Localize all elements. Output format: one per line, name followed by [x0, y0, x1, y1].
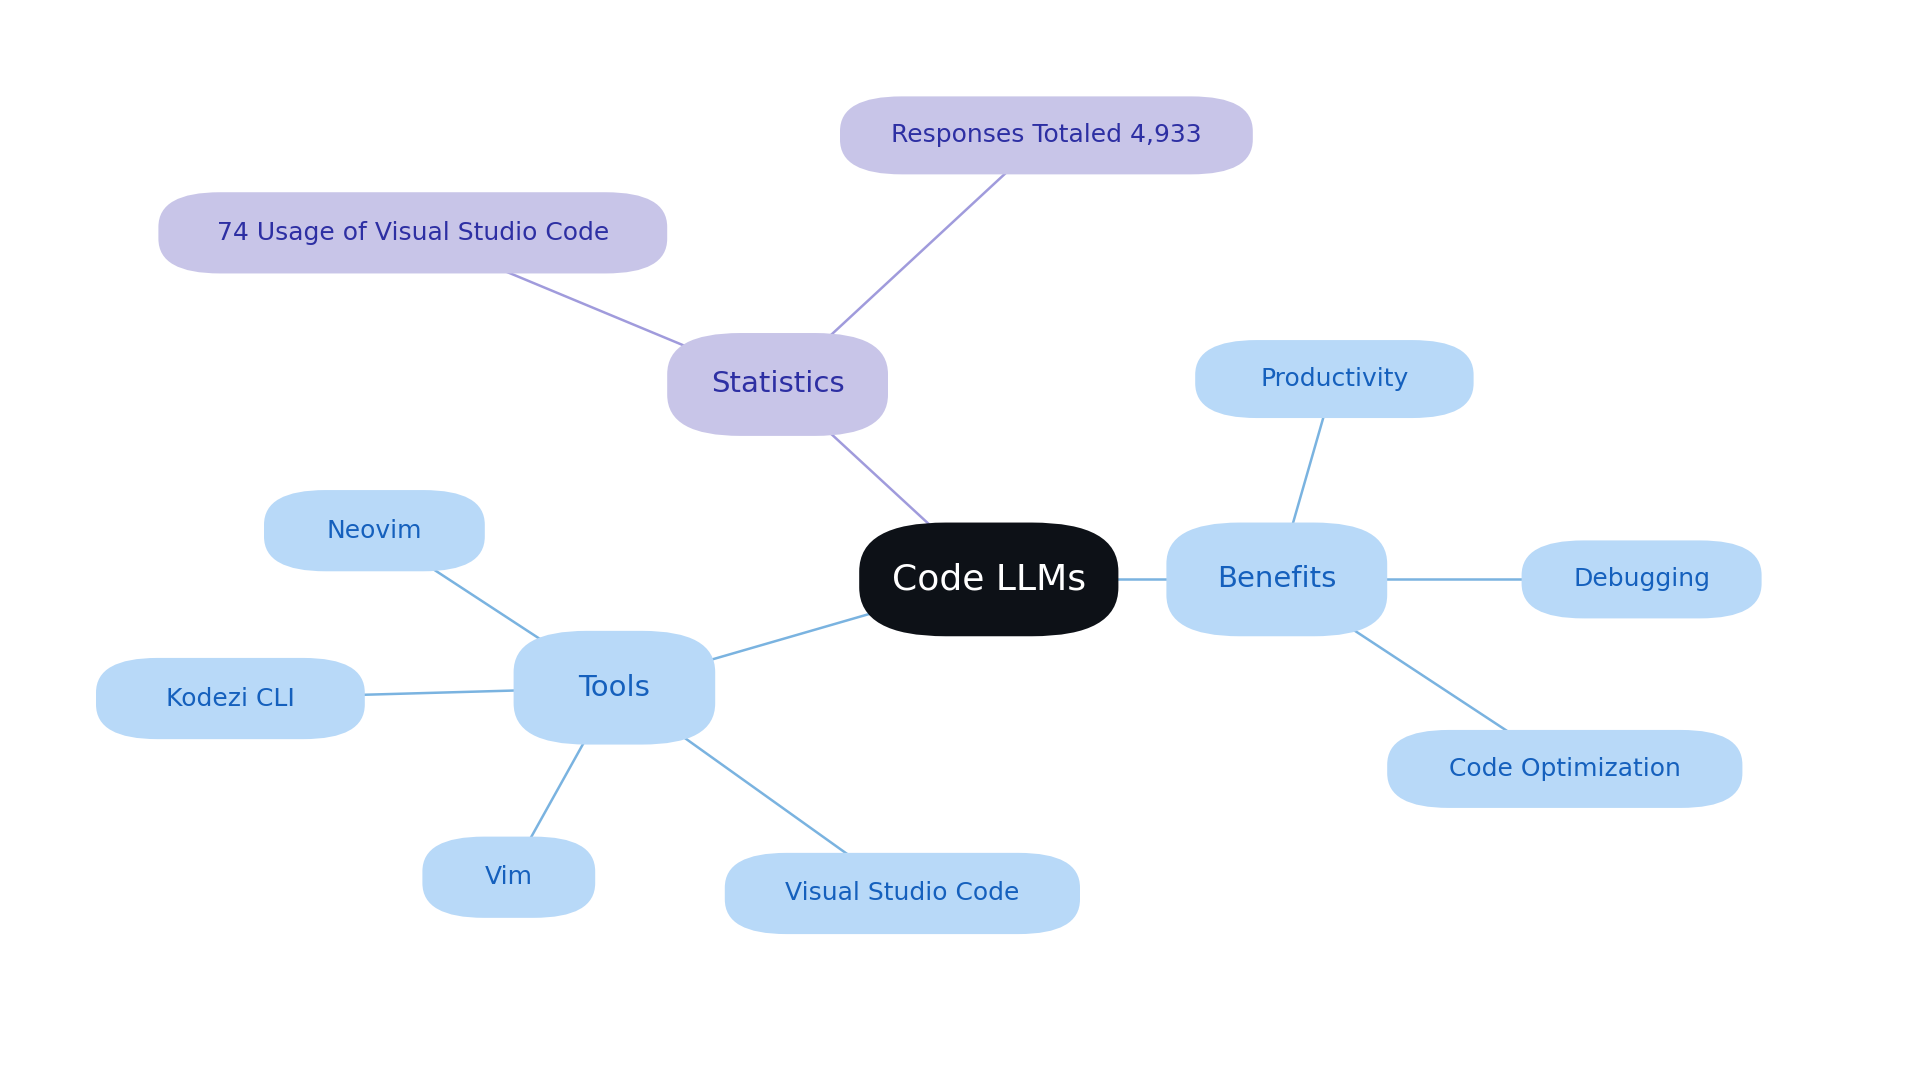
FancyBboxPatch shape: [515, 630, 714, 745]
Text: Code LLMs: Code LLMs: [891, 562, 1087, 597]
FancyBboxPatch shape: [96, 657, 365, 739]
Text: Benefits: Benefits: [1217, 565, 1336, 593]
FancyBboxPatch shape: [724, 853, 1079, 934]
Text: Statistics: Statistics: [710, 370, 845, 399]
Text: Neovim: Neovim: [326, 519, 422, 543]
FancyBboxPatch shape: [1194, 340, 1475, 418]
Text: Vim: Vim: [484, 865, 532, 889]
FancyBboxPatch shape: [1521, 540, 1763, 618]
FancyBboxPatch shape: [157, 193, 668, 274]
Text: Kodezi CLI: Kodezi CLI: [165, 687, 296, 710]
FancyBboxPatch shape: [422, 837, 595, 918]
Text: Tools: Tools: [578, 674, 651, 702]
FancyBboxPatch shape: [1386, 730, 1741, 808]
Text: Visual Studio Code: Visual Studio Code: [785, 882, 1020, 905]
Text: 74 Usage of Visual Studio Code: 74 Usage of Visual Studio Code: [217, 221, 609, 245]
Text: Responses Totaled 4,933: Responses Totaled 4,933: [891, 123, 1202, 147]
Text: Code Optimization: Code Optimization: [1450, 757, 1680, 781]
FancyBboxPatch shape: [668, 334, 887, 435]
FancyBboxPatch shape: [841, 96, 1254, 174]
Text: Productivity: Productivity: [1260, 367, 1409, 391]
FancyBboxPatch shape: [1167, 522, 1386, 637]
Text: Debugging: Debugging: [1572, 567, 1711, 591]
FancyBboxPatch shape: [860, 522, 1117, 637]
FancyBboxPatch shape: [265, 490, 484, 572]
